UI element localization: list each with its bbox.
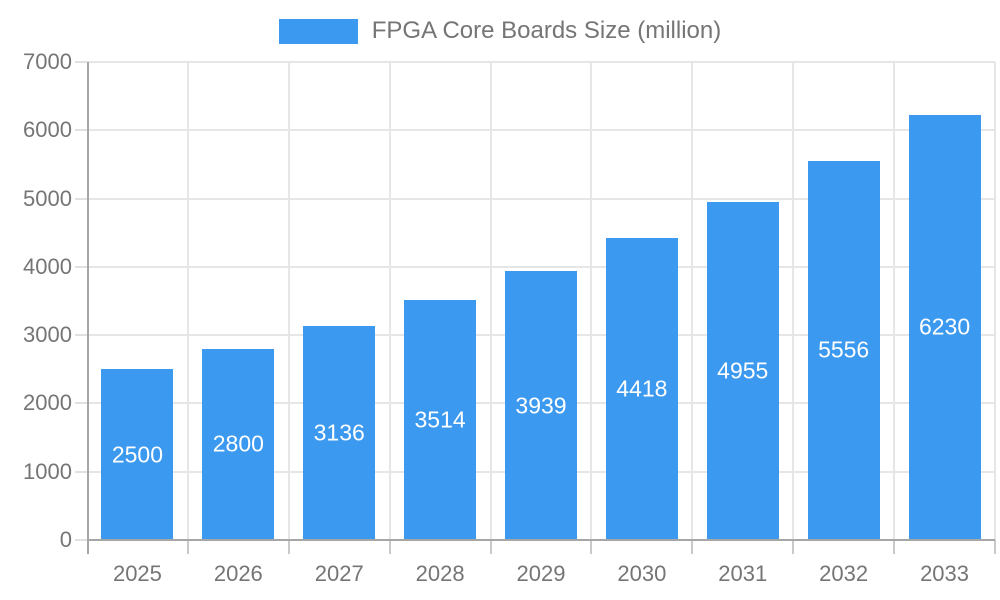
- bar-2029: 3939: [505, 271, 577, 540]
- x-axis-tick: [590, 540, 593, 554]
- y-axis-tick: [75, 197, 87, 200]
- x-axis-tick: [186, 540, 189, 554]
- y-axis-label: 1000: [23, 458, 72, 484]
- bar-2027: 3136: [303, 325, 376, 540]
- x-axis-tick: [691, 540, 694, 554]
- bar-2031: 4955: [706, 201, 779, 540]
- x-axis-tick: [994, 540, 996, 554]
- x-axis-label: 2028: [415, 561, 465, 586]
- gridline-vertical: [691, 62, 694, 540]
- y-axis-label: 3000: [23, 322, 72, 348]
- gridline-vertical: [489, 62, 492, 540]
- bar-value-label: 4418: [616, 375, 668, 402]
- bar-2032: 5556: [807, 160, 880, 540]
- bar-2028: 3514: [404, 300, 477, 540]
- bar-value-label: 3514: [414, 406, 466, 433]
- x-axis-label: 2031: [718, 561, 768, 586]
- y-axis-tick: [75, 539, 87, 541]
- y-axis-tick: [75, 470, 87, 473]
- legend: FPGA Core Boards Size (million): [0, 18, 1000, 44]
- gridline-vertical: [994, 62, 996, 540]
- y-axis-label: 7000: [23, 49, 72, 74]
- y-axis-label: 0: [59, 527, 72, 552]
- bar-2033: 6230: [908, 114, 981, 540]
- x-axis-tick: [792, 540, 795, 554]
- y-axis-tick: [75, 334, 87, 337]
- legend-label: FPGA Core Boards Size (million): [371, 17, 722, 44]
- x-axis-tick: [388, 540, 391, 554]
- x-axis-label: 2030: [617, 561, 667, 586]
- y-axis-label: 6000: [23, 117, 72, 143]
- bar-2025: 2500: [101, 369, 174, 540]
- x-axis-tick: [893, 540, 896, 554]
- gridline-vertical: [287, 62, 290, 540]
- gridline-horizontal: [87, 197, 995, 200]
- gridline-vertical: [792, 62, 795, 540]
- x-axis-label: 2029: [516, 561, 566, 586]
- gridline-vertical: [186, 62, 189, 540]
- x-axis-baseline: [87, 539, 995, 541]
- gridline-horizontal: [87, 129, 995, 132]
- x-axis-label: 2032: [819, 561, 869, 586]
- bar-value-label: 3939: [515, 392, 567, 418]
- x-axis-label: 2026: [213, 561, 263, 586]
- gridline-horizontal: [87, 265, 995, 268]
- y-axis-tick: [75, 129, 87, 132]
- bar-value-label: 5556: [818, 336, 870, 363]
- bar-value-label: 6230: [918, 313, 971, 340]
- x-axis-label: 2027: [314, 561, 364, 586]
- y-axis-line: [87, 62, 89, 554]
- y-axis-label: 4000: [23, 253, 72, 279]
- bar-2030: 4418: [605, 238, 678, 540]
- y-axis-label: 5000: [23, 185, 72, 211]
- x-axis-tick: [489, 540, 492, 554]
- legend-swatch: [278, 18, 358, 44]
- gridline-vertical: [893, 62, 896, 540]
- gridline-vertical: [590, 62, 593, 540]
- y-axis-tick: [75, 402, 87, 405]
- y-axis-label: 2000: [23, 390, 72, 416]
- y-axis-tick: [75, 61, 87, 63]
- bar-value-label: 4955: [717, 357, 769, 384]
- bar-value-label: 3136: [313, 419, 365, 446]
- gridline-horizontal: [87, 61, 995, 63]
- bar-value-label: 2500: [111, 441, 164, 468]
- x-axis-label: 2033: [920, 561, 970, 586]
- bar-2026: 2800: [202, 348, 275, 540]
- x-axis-label: 2025: [112, 561, 162, 586]
- plot-area: 2500 2800 3136 3514 3939 4418 4955 5556 6230: [75, 61, 996, 554]
- y-axis-tick: [75, 265, 87, 268]
- bar-value-label: 2800: [212, 430, 264, 457]
- gridline-vertical: [388, 62, 391, 540]
- x-axis-tick: [287, 540, 290, 554]
